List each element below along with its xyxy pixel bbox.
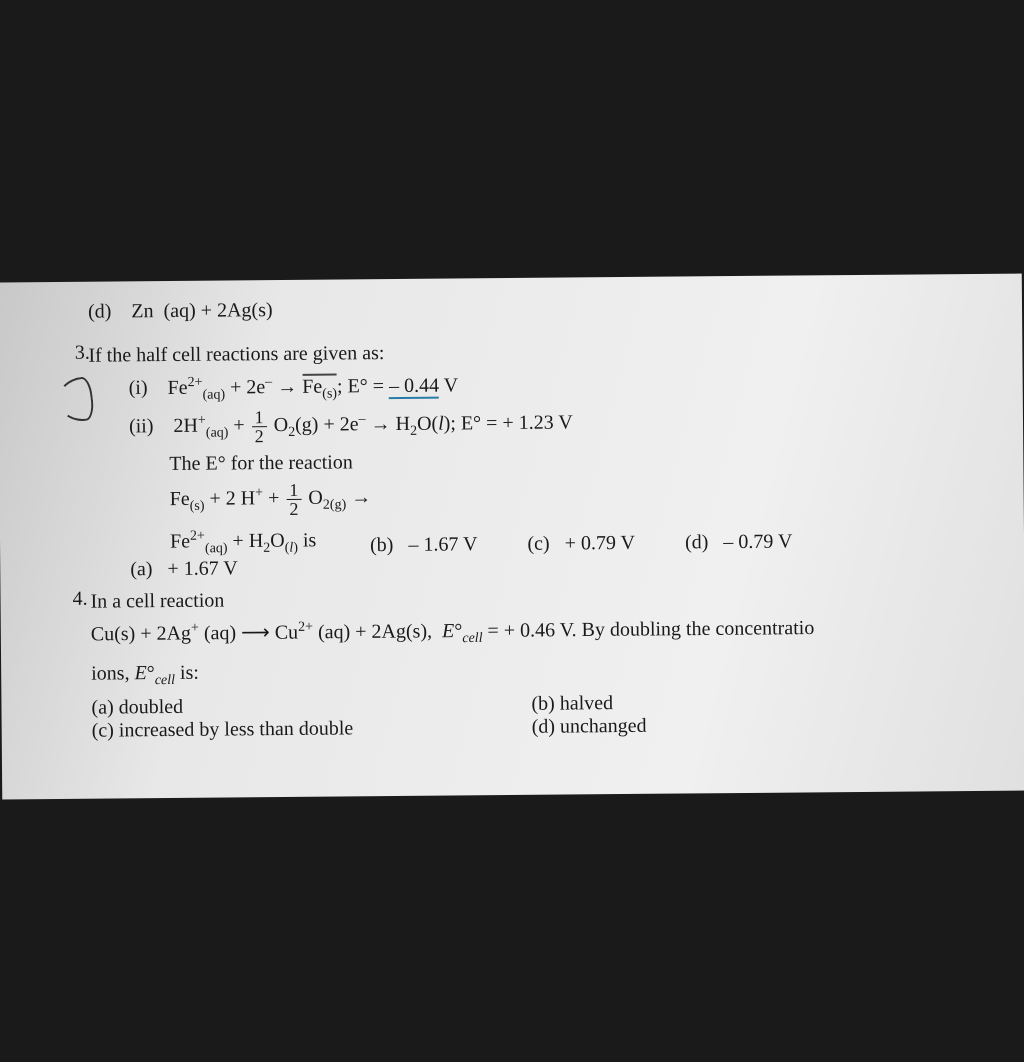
q3-i-label: (i) [129,377,148,399]
q3-ii-label: (ii) [129,415,154,437]
q4-line2: Cu(s) + 2Ag+ (aq) ⟶ Cu2+ (aq) + 2Ag(s), … [91,611,995,651]
q3-item-i: (i) Fe2+(aq) + 2e– → Fe(s); E° = – 0.44 … [129,366,993,406]
q3-ii-eq: 2H+(aq) + 12 O2(g) + 2e– → H2O(l); E° = … [173,412,573,437]
q4-line1: In a cell reaction [90,579,994,615]
circled-marker-3 [56,376,95,424]
q3-i-eq: Fe2+(aq) + 2e– → Fe(s); E° = – 0.44 V [167,374,458,399]
q3-stem: If the half cell reactions are given as: [88,334,992,370]
prev-opt-label: (d) [88,300,112,322]
q4-opt-b: (b) halved [531,692,613,716]
q3-line4: Fe(s) + 2 H+ + 12 O2(g) → [170,475,994,519]
q4-marker: 4. [72,587,87,610]
q3-opt-d: (d) – 0.79 V [685,530,793,554]
q4-opt-c: (c) increased by less than double [92,717,472,743]
q4-line3: ions, E°cell is: [91,652,995,691]
prev-option-d: (d) Zn (aq) + 2Ag(s) [88,290,992,326]
q3-opt-c: (c) + 0.79 V [527,531,635,555]
q3-opt-b: (b) – 1.67 V [370,533,478,557]
q3-item-ii: (ii) 2H+(aq) + 12 O2(g) + 2e– → H2O(l); … [129,402,993,447]
q4-opt-a: (a) doubled [91,694,471,720]
prev-opt-text: Zn (aq) + 2Ag(s) [131,299,272,322]
q4-opt-d: (d) unchanged [532,715,647,739]
q3-line3: The E° for the reaction [169,443,993,478]
paper-sheet: (d) Zn (aq) + 2Ag(s) 3. If the half cell… [0,274,1024,800]
q3-marker: 3. [68,342,96,365]
